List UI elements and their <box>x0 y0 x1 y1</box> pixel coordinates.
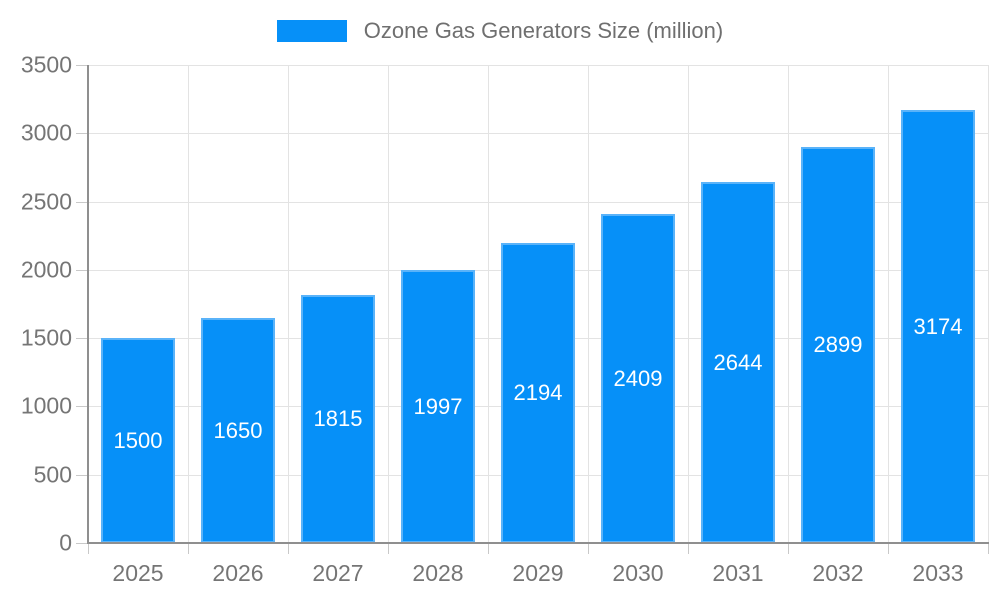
x-tick-label: 2027 <box>312 560 364 586</box>
x-gridline <box>288 65 289 543</box>
x-gridline <box>488 65 489 543</box>
x-axis-line <box>87 542 989 544</box>
y-axis-line <box>87 65 89 543</box>
bar[interactable]: 2409 <box>601 214 675 543</box>
bar-value-label: 2899 <box>813 332 863 357</box>
bar-value-label: 1815 <box>313 406 363 431</box>
bar-value-label: 2409 <box>613 365 663 391</box>
y-tick-mark <box>76 338 88 339</box>
y-tick-label: 1000 <box>20 392 72 419</box>
x-tick-label: 2033 <box>912 560 964 586</box>
y-tick-label: 2500 <box>20 188 72 215</box>
chart-legend: Ozone Gas Generators Size (million) <box>0 14 1000 48</box>
bar-value-label: 3174 <box>913 313 963 339</box>
bar-value-label: 2194 <box>513 380 563 405</box>
y-tick-label: 3500 <box>20 51 72 78</box>
y-tick-mark <box>76 475 88 476</box>
x-gridline <box>788 65 789 543</box>
bar[interactable]: 2644 <box>701 182 775 543</box>
y-tick-label: 2000 <box>20 256 72 283</box>
x-tick-mark <box>188 543 189 554</box>
x-tick-mark <box>288 543 289 554</box>
bar[interactable]: 1815 <box>301 295 375 543</box>
x-tick-label: 2031 <box>712 560 764 586</box>
y-tick-mark <box>76 543 88 544</box>
legend-label: Ozone Gas Generators Size (million) <box>363 18 724 43</box>
bar[interactable]: 1997 <box>401 270 475 543</box>
bar[interactable]: 1500 <box>101 338 175 543</box>
y-tick-label: 500 <box>33 461 72 488</box>
x-gridline <box>888 65 889 543</box>
y-gridline <box>88 133 988 134</box>
bar[interactable]: 1650 <box>201 318 275 543</box>
legend-color-swatch <box>276 20 347 42</box>
y-gridline <box>88 65 988 66</box>
x-gridline <box>688 65 689 543</box>
x-tick-mark <box>888 543 889 554</box>
y-tick-label: 1500 <box>20 324 72 351</box>
x-tick-mark <box>388 543 389 554</box>
x-gridline <box>988 65 989 543</box>
y-tick-label: 3000 <box>20 119 72 146</box>
x-gridline <box>588 65 589 543</box>
y-tick-mark <box>76 133 88 134</box>
x-tick-mark <box>788 543 789 554</box>
x-gridline <box>188 65 189 543</box>
y-tick-mark <box>76 406 88 407</box>
x-tick-label: 2032 <box>812 560 864 586</box>
x-tick-mark <box>88 543 89 554</box>
y-tick-mark <box>76 270 88 271</box>
bar[interactable]: 2899 <box>801 147 875 543</box>
y-tick-label: 0 <box>59 529 72 556</box>
legend-item[interactable]: Ozone Gas Generators Size (million) <box>276 18 724 44</box>
bar-value-label: 1650 <box>213 417 263 443</box>
x-tick-label: 2026 <box>212 560 264 586</box>
y-gridline <box>88 202 988 203</box>
bar[interactable]: 2194 <box>501 243 575 543</box>
bar-value-label: 1500 <box>113 427 163 453</box>
x-tick-mark <box>688 543 689 554</box>
bar[interactable]: 3174 <box>901 110 975 543</box>
x-tick-label: 2028 <box>412 560 464 586</box>
bar-value-label: 1997 <box>413 393 463 419</box>
x-tick-mark <box>988 543 989 554</box>
y-tick-mark <box>76 202 88 203</box>
bar-value-label: 2644 <box>713 349 763 375</box>
x-gridline <box>388 65 389 543</box>
x-tick-label: 2029 <box>512 560 564 586</box>
x-tick-mark <box>588 543 589 554</box>
x-tick-label: 2030 <box>612 560 664 586</box>
x-tick-mark <box>488 543 489 554</box>
x-tick-label: 2025 <box>112 560 164 586</box>
y-tick-mark <box>76 65 88 66</box>
